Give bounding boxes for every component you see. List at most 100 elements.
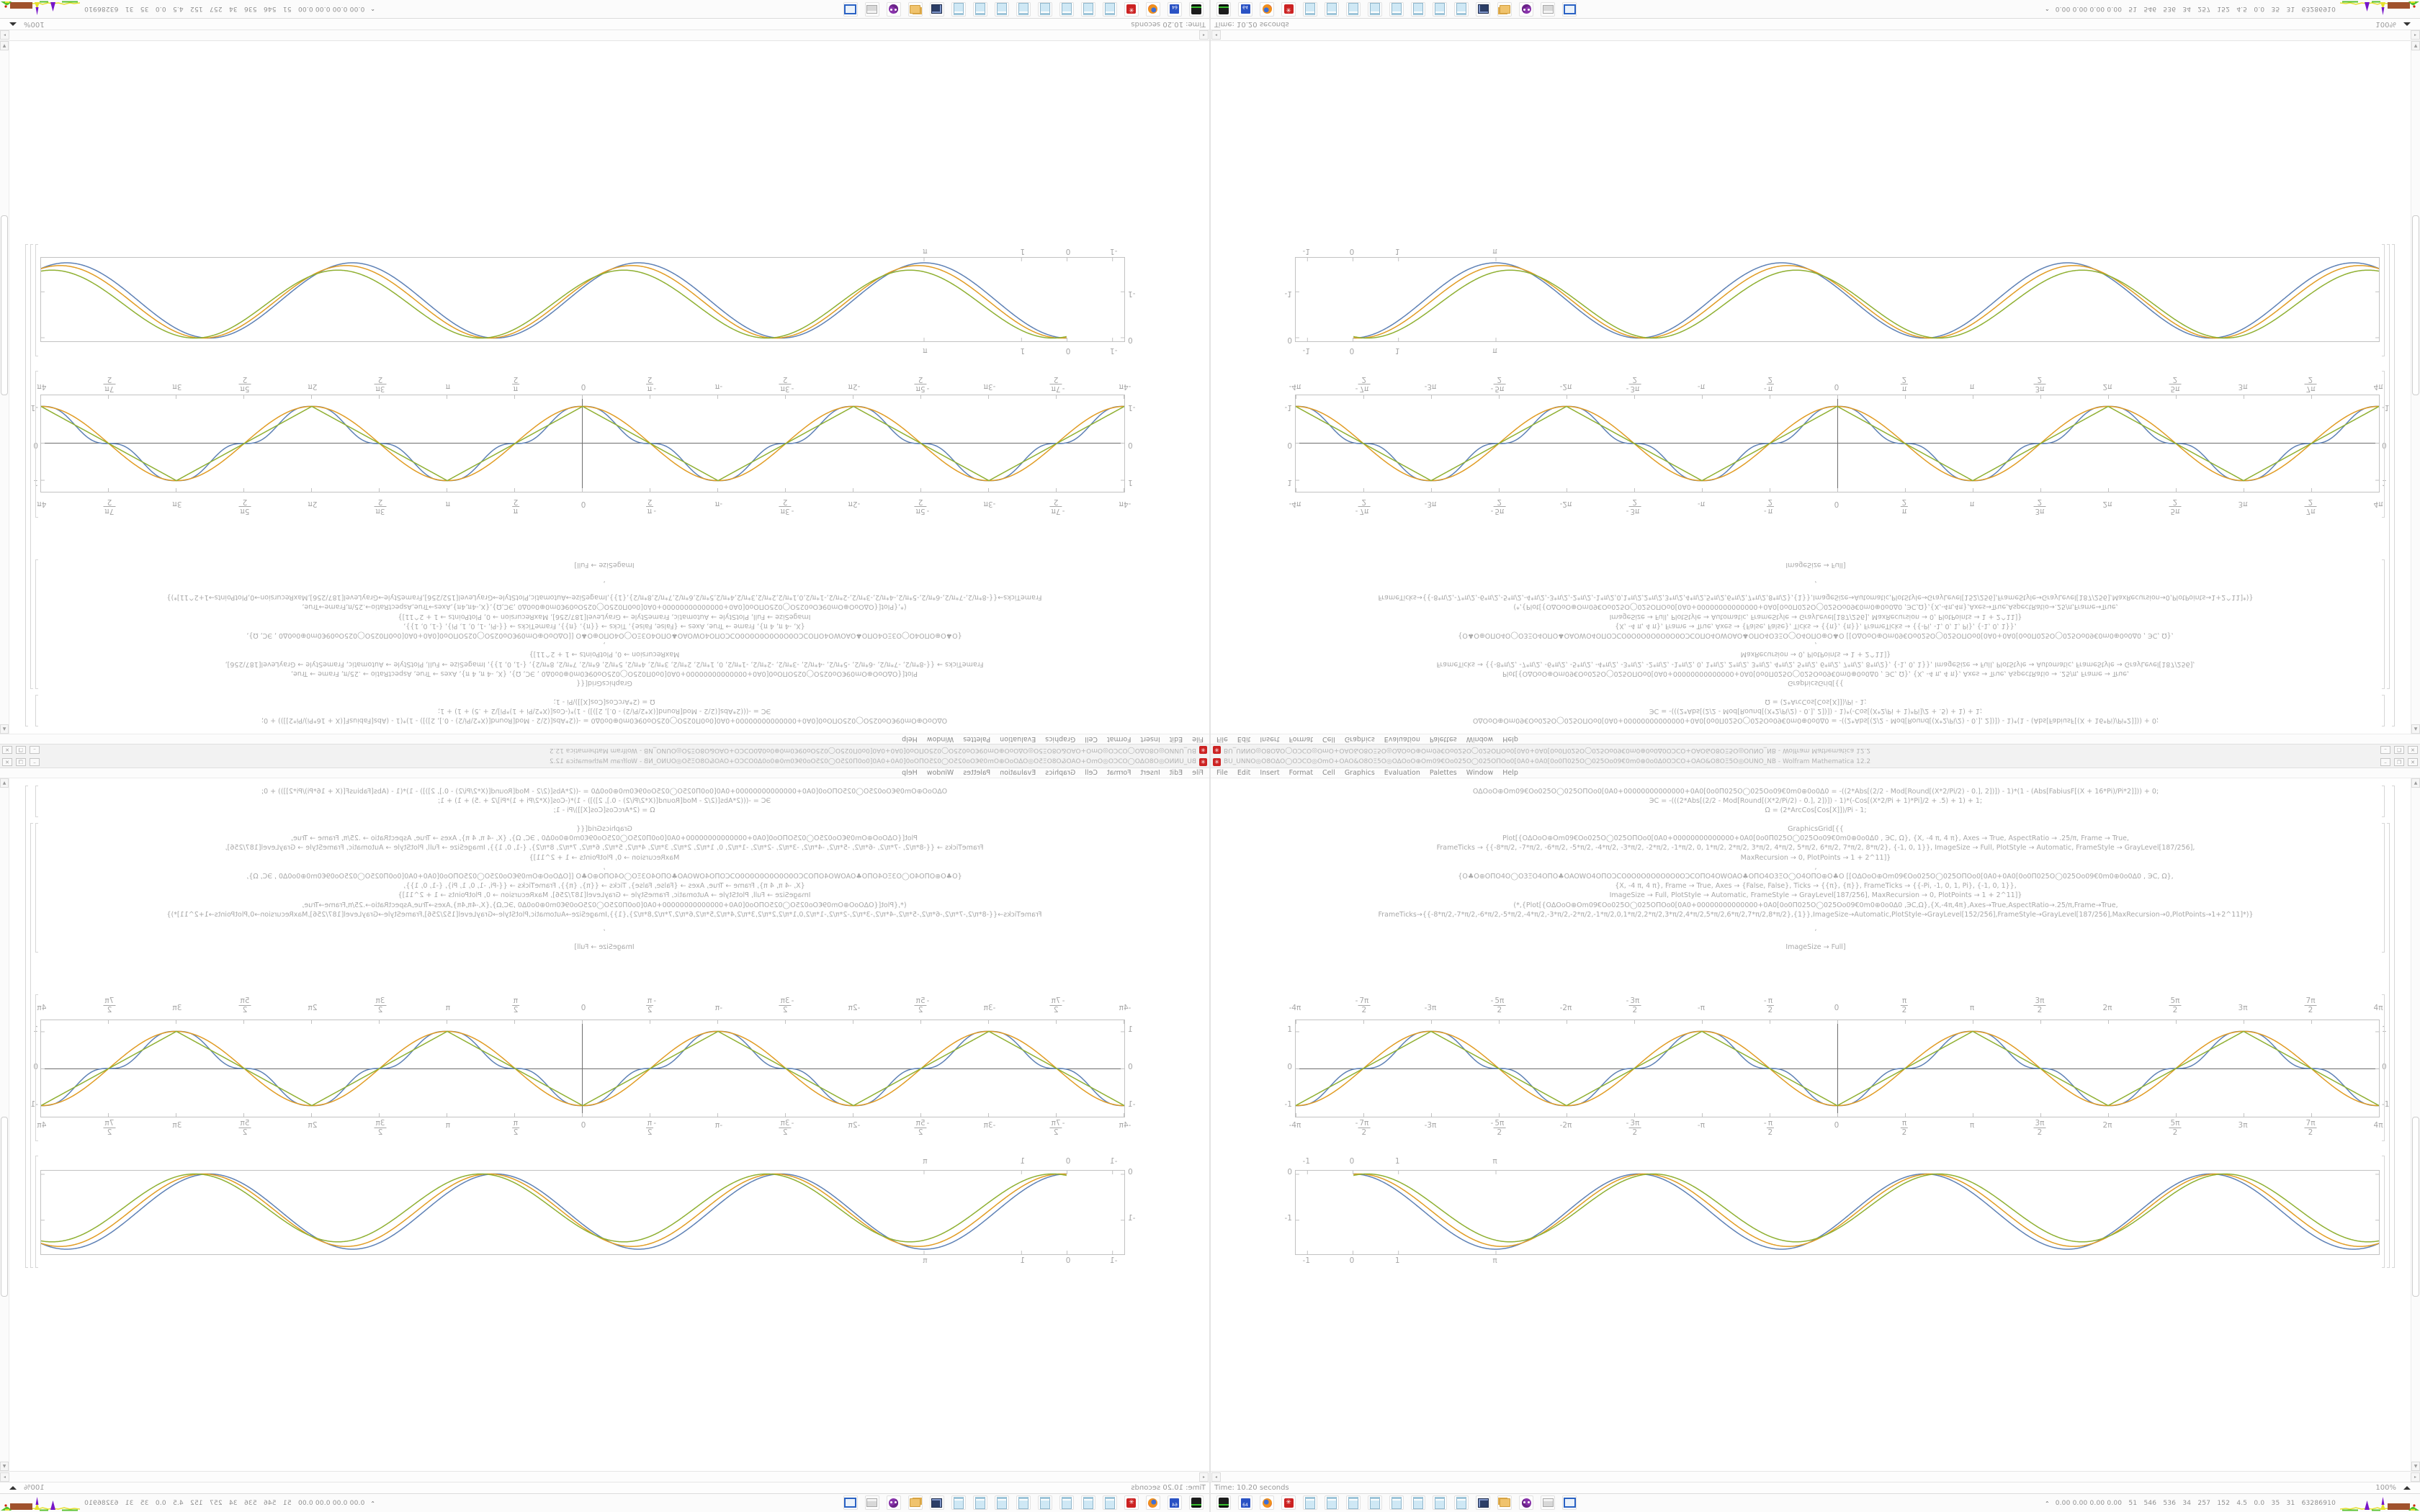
- firefox-icon[interactable]: [1260, 2, 1274, 17]
- code-line[interactable]: FrameTicks→{{-8*π/2,-7*π/2,-6*π/2,-5*π/2…: [1378, 910, 2254, 919]
- menu-item-cell[interactable]: Cell: [1085, 769, 1098, 777]
- menu-item-palettes[interactable]: Palettes: [1429, 769, 1457, 777]
- document-viewer-icon[interactable]: [1541, 2, 1555, 17]
- zoom-popup-icon[interactable]: [9, 1486, 17, 1490]
- scroll-down-button[interactable]: ▼: [2411, 1462, 2420, 1471]
- code-line[interactable]: MaxRecursion → 0, PlotPoints → 1 + 2^11]…: [1740, 650, 1891, 659]
- menu-item-cell[interactable]: Cell: [1322, 769, 1335, 777]
- code-line[interactable]: MaxRecursion → 0, PlotPoints → 1 + 2^11]…: [1740, 853, 1891, 862]
- menu-item-graphics[interactable]: Graphics: [1344, 769, 1375, 777]
- code-line[interactable]: (*,{Plot[{O∆OoO⊕Om09€Oo025O◯025OΠOo0[0A0…: [302, 901, 907, 909]
- cell-bracket-outer[interactable]: [2392, 244, 2395, 726]
- zoom-level[interactable]: 100%: [24, 1484, 45, 1492]
- c64-disk-icon[interactable]: 64: [1238, 2, 1252, 17]
- minimize-button[interactable]: –: [2380, 746, 2390, 755]
- menu-item-file[interactable]: File: [1192, 769, 1204, 777]
- mathematica-icon[interactable]: ✳: [1281, 1495, 1296, 1510]
- window-titlebar[interactable]: ✳ BU_UNNO◎O8O∆O◯OϽCO◎OmO+OAO&O8OΞ5O◎O∆Oo…: [0, 744, 1209, 756]
- code-line[interactable]: GraphicsGrid[{{: [576, 825, 632, 833]
- mathematica-icon[interactable]: ✳: [1124, 1495, 1139, 1510]
- notes-icon-8[interactable]: [951, 2, 966, 17]
- menu-item-edit[interactable]: Edit: [1237, 735, 1251, 743]
- menu-item-help[interactable]: Help: [1502, 769, 1518, 777]
- screenshot-tool-icon[interactable]: [1476, 1495, 1490, 1510]
- notes-icon-8[interactable]: [1454, 1495, 1469, 1510]
- owl-app-icon[interactable]: [887, 1495, 901, 1510]
- notes-icon-5[interactable]: [1389, 2, 1404, 17]
- notes-icon-8[interactable]: [951, 1495, 966, 1510]
- code-line[interactable]: ImageSize → Full, PlotStyle → Automatic,…: [398, 612, 811, 621]
- notes-icon-1[interactable]: [1103, 1495, 1117, 1510]
- cell-bracket-input-2[interactable]: [2382, 823, 2385, 953]
- terminal-window-icon[interactable]: [843, 2, 858, 17]
- notes-icon-3[interactable]: [1346, 1495, 1361, 1510]
- notes-icon-5[interactable]: [1016, 1495, 1031, 1510]
- zoom-popup-icon[interactable]: [2403, 1486, 2411, 1490]
- scroll-right-button[interactable]: ▸: [0, 1472, 9, 1482]
- cell-bracket-output-1[interactable]: [35, 994, 38, 1141]
- code-cell-graphicsgrid[interactable]: GraphicsGrid[{{Plot[{O∆OoO⊕Om09€Oo025O◯0…: [1211, 560, 2420, 688]
- menu-item-window[interactable]: Window: [1466, 735, 1494, 743]
- tray-chevron-icon[interactable]: ⌃: [370, 1500, 376, 1507]
- code-line[interactable]: ,: [1814, 641, 1817, 649]
- notes-icon-4[interactable]: [1038, 1495, 1052, 1510]
- c64-disk-icon[interactable]: 64: [1168, 2, 1182, 17]
- firefox-icon[interactable]: [1146, 1495, 1160, 1510]
- code-line[interactable]: FrameTicks → {{-8*π/2, -7*π/2, -6*π/2, -…: [1436, 660, 2195, 668]
- vertical-scrollbar-thumb[interactable]: [1, 1117, 8, 1297]
- mathematica-icon[interactable]: ✳: [1124, 2, 1139, 17]
- zoom-level[interactable]: 100%: [2375, 1484, 2396, 1492]
- menu-item-edit[interactable]: Edit: [1237, 769, 1251, 777]
- file-manager-icon[interactable]: [1497, 2, 1512, 17]
- cell-bracket-output-2[interactable]: [2382, 1156, 2385, 1268]
- restore-button[interactable]: ❐: [16, 757, 26, 766]
- magnification-control[interactable]: 100%: [2375, 20, 2411, 28]
- code-line[interactable]: GraphicsGrid[{{: [576, 679, 632, 687]
- cell-bracket-output-2[interactable]: [35, 244, 38, 356]
- code-line[interactable]: Plot[{O∆OoO⊕Om09€Oo025O◯025OΠOo0[0A0+000…: [290, 669, 918, 678]
- menu-item-graphics[interactable]: Graphics: [1344, 735, 1375, 743]
- cell-bracket-input-1[interactable]: [35, 695, 38, 726]
- code-line[interactable]: Plot[{O∆OoO⊕Om09€Oo025O◯025OΠOo0[0A0+000…: [290, 834, 918, 843]
- menu-item-window[interactable]: Window: [926, 769, 954, 777]
- close-button[interactable]: ✕: [2, 757, 12, 766]
- code-line[interactable]: ,: [603, 579, 606, 588]
- code-line[interactable]: {X, -4 π, 4 π}, Frame → True, Axes → {Fa…: [403, 621, 805, 630]
- code-line[interactable]: O∆OoO⊕Om09€Oo025O◯025OΠOo0[0A0+000000000…: [261, 716, 948, 724]
- owl-app-icon[interactable]: [1519, 2, 1533, 17]
- menu-item-window[interactable]: Window: [1466, 769, 1494, 777]
- notes-icon-5[interactable]: [1389, 1495, 1404, 1510]
- scroll-up-button[interactable]: ▲: [2411, 778, 2420, 788]
- notes-icon-3[interactable]: [1059, 2, 1074, 17]
- code-line[interactable]: Ω = (2*ArcCos[Cos[X]])/Pi - 1;: [1765, 697, 1867, 706]
- menu-item-format[interactable]: Format: [1106, 769, 1131, 777]
- firefox-icon[interactable]: [1146, 2, 1160, 17]
- menu-item-palettes[interactable]: Palettes: [963, 735, 991, 743]
- code-line[interactable]: O∆OoO⊕Om09€Oo025O◯025OΠOo0[0A0+000000000…: [1472, 788, 2159, 796]
- code-line[interactable]: FrameTicks→{{-8*π/2,-7*π/2,-6*π/2,-5*π/2…: [166, 593, 1042, 602]
- code-line[interactable]: GraphicsGrid[{{: [1788, 679, 1844, 687]
- menu-item-help[interactable]: Help: [902, 735, 918, 743]
- code-line[interactable]: (*,{Plot[{O∆OoO⊕Om09€Oo025O◯025OΠOo0[0A0…: [1513, 603, 2118, 611]
- menu-item-edit[interactable]: Edit: [1169, 735, 1183, 743]
- code-cell-definitions[interactable]: O∆OoO⊕Om09€Oo025O◯025OΠOo0[0A0+000000000…: [0, 696, 1209, 725]
- notes-icon-2[interactable]: [1325, 1495, 1339, 1510]
- notes-icon-7[interactable]: [1433, 1495, 1447, 1510]
- menu-item-graphics[interactable]: Graphics: [1045, 735, 1076, 743]
- code-cell-graphicsgrid[interactable]: GraphicsGrid[{{Plot[{O∆OoO⊕Om09€Oo025O◯0…: [0, 560, 1209, 688]
- vertical-scrollbar-thumb[interactable]: [1, 215, 8, 395]
- c64-disk-icon[interactable]: 64: [1238, 1495, 1252, 1510]
- tray-chevron-icon[interactable]: ⌃: [370, 5, 376, 12]
- menu-item-window[interactable]: Window: [926, 735, 954, 743]
- firefox-icon[interactable]: [1260, 1495, 1274, 1510]
- notes-icon-7[interactable]: [1433, 2, 1447, 17]
- code-line[interactable]: {X, -4 π, 4 π}, Frame → True, Axes → {Fa…: [1615, 621, 2017, 630]
- restore-button[interactable]: ❐: [2394, 757, 2404, 766]
- emulator-icon[interactable]: [1189, 1495, 1204, 1510]
- code-line[interactable]: (*,{Plot[{O∆OoO⊕Om09€Oo025O◯025OΠOo0[0A0…: [1513, 901, 2118, 909]
- menu-item-insert[interactable]: Insert: [1260, 769, 1280, 777]
- menu-item-format[interactable]: Format: [1289, 769, 1314, 777]
- owl-app-icon[interactable]: [887, 2, 901, 17]
- horizontal-scrollbar[interactable]: ◂ ▸: [1211, 30, 2420, 41]
- zoom-popup-icon[interactable]: [2403, 22, 2411, 26]
